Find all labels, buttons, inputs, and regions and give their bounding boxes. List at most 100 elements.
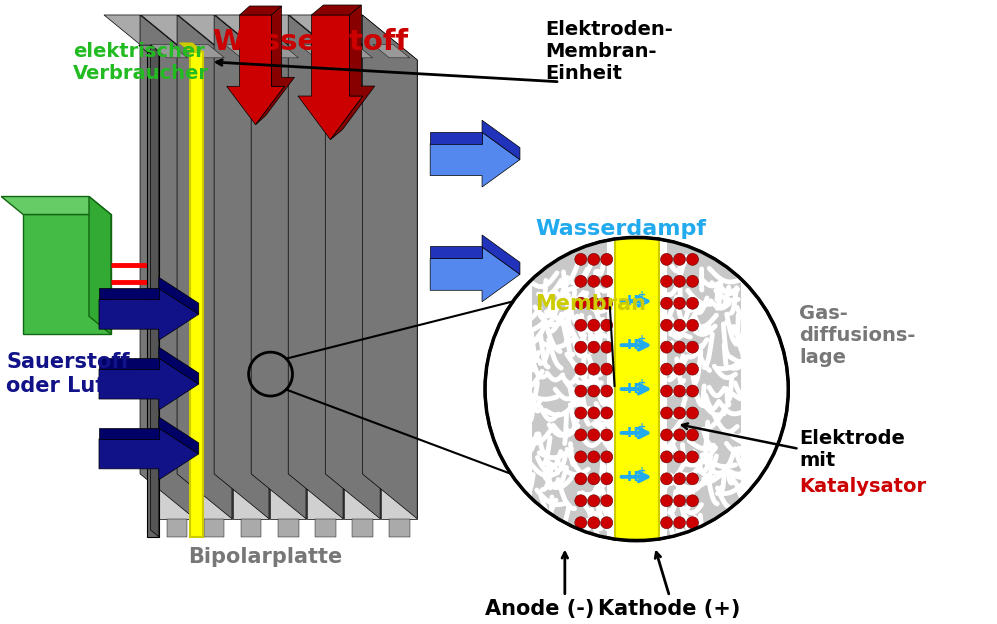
Polygon shape [381,60,417,519]
Polygon shape [667,242,742,535]
Circle shape [674,363,686,375]
Circle shape [588,495,600,507]
Circle shape [601,495,613,507]
Circle shape [687,253,699,265]
Text: H: H [627,470,638,484]
Circle shape [588,363,600,375]
Text: Bipolarplatte: Bipolarplatte [188,547,343,567]
Circle shape [674,275,686,287]
Circle shape [601,363,613,375]
Polygon shape [330,5,375,140]
Circle shape [575,429,587,441]
Polygon shape [288,15,343,519]
Circle shape [588,429,600,441]
Text: +: + [638,422,646,432]
Circle shape [575,297,587,310]
Circle shape [601,297,613,310]
Text: Sauerstoff
oder Luft: Sauerstoff oder Luft [6,353,130,396]
Polygon shape [159,277,198,314]
Circle shape [601,473,613,485]
Polygon shape [151,44,187,58]
Polygon shape [190,52,203,537]
Polygon shape [147,52,159,537]
Polygon shape [99,428,198,480]
Polygon shape [99,358,159,369]
Polygon shape [1,197,111,215]
Polygon shape [226,15,284,125]
Circle shape [687,385,699,397]
Polygon shape [344,60,380,519]
Circle shape [661,319,673,331]
Circle shape [661,275,673,287]
Circle shape [588,297,600,310]
Polygon shape [252,15,343,60]
Polygon shape [104,15,194,60]
Circle shape [601,517,613,529]
Circle shape [485,237,789,540]
Circle shape [575,319,587,331]
Text: Membran: Membran [535,295,646,314]
Circle shape [661,385,673,397]
Circle shape [588,385,600,397]
Text: Kathode (+): Kathode (+) [598,598,741,618]
Text: +: + [638,466,646,476]
Circle shape [674,451,686,463]
Circle shape [687,473,699,485]
Text: Gas-
diffusions-
lage: Gas- diffusions- lage [800,305,915,368]
Polygon shape [532,242,607,535]
Circle shape [674,385,686,397]
Polygon shape [261,44,298,58]
Circle shape [575,253,587,265]
Polygon shape [299,44,336,58]
Polygon shape [326,15,417,60]
Circle shape [661,341,673,353]
Polygon shape [615,240,659,539]
Circle shape [601,341,613,353]
Polygon shape [430,132,482,144]
Circle shape [575,275,587,287]
Polygon shape [278,519,298,537]
Polygon shape [204,519,224,537]
Circle shape [588,253,600,265]
Circle shape [575,407,587,419]
Polygon shape [159,60,194,519]
Text: Wasserstoff: Wasserstoff [212,28,409,56]
Circle shape [687,297,699,310]
Circle shape [661,429,673,441]
Text: Elektroden-
Membran-
Einheit: Elektroden- Membran- Einheit [545,20,673,83]
Polygon shape [255,6,294,125]
Polygon shape [179,43,203,52]
Circle shape [687,275,699,287]
Circle shape [575,341,587,353]
Circle shape [601,275,613,287]
Circle shape [575,385,587,397]
Polygon shape [177,15,232,519]
Circle shape [674,407,686,419]
Text: H: H [627,382,638,396]
Circle shape [588,517,600,529]
Circle shape [661,363,673,375]
Polygon shape [166,519,187,537]
Circle shape [687,319,699,331]
Polygon shape [99,358,198,410]
Text: +: + [638,378,646,388]
Polygon shape [430,132,520,187]
Polygon shape [430,246,482,258]
Circle shape [575,363,587,375]
Polygon shape [215,15,306,60]
Circle shape [575,451,587,463]
Polygon shape [159,347,198,384]
Circle shape [687,363,699,375]
Text: H: H [627,338,638,352]
Circle shape [674,473,686,485]
Polygon shape [187,44,224,58]
Polygon shape [89,197,111,334]
Circle shape [601,407,613,419]
Text: H: H [627,426,638,440]
Circle shape [674,319,686,331]
Circle shape [661,495,673,507]
Text: +: + [638,290,646,300]
Polygon shape [140,15,194,519]
Polygon shape [352,519,373,537]
Circle shape [674,517,686,529]
